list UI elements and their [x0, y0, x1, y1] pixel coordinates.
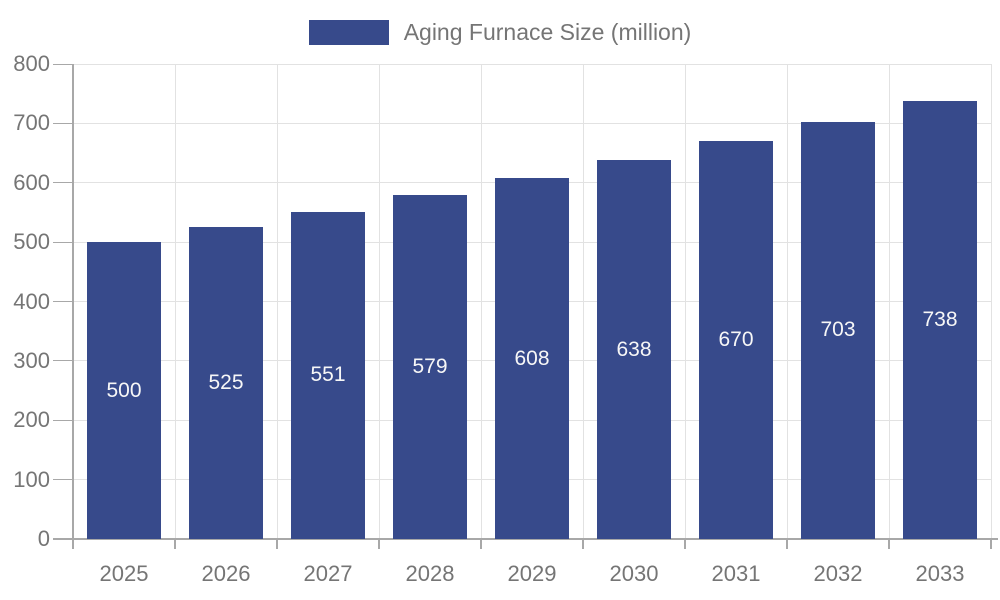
- bar-value-label: 551: [310, 363, 346, 387]
- x-gridline: [378, 64, 380, 539]
- x-gridline: [786, 64, 788, 539]
- x-axis-label: 2029: [507, 561, 557, 586]
- bar-value-label: 525: [208, 371, 244, 395]
- x-axis-label: 2025: [99, 561, 149, 586]
- y-axis-tick: [53, 63, 73, 65]
- bar-2033: [903, 100, 977, 539]
- x-axis-tick: [480, 539, 482, 549]
- bar-2030: [597, 160, 671, 539]
- x-axis-tick: [888, 539, 890, 549]
- y-axis-tick: [53, 182, 73, 184]
- x-gridline: [276, 64, 278, 539]
- x-axis-label: 2032: [813, 561, 863, 586]
- y-axis-tick: [53, 301, 73, 302]
- y-axis-label: 200: [13, 407, 50, 433]
- x-gridline: [480, 64, 482, 539]
- legend-label: Aging Furnace Size (million): [403, 19, 692, 45]
- x-axis-label: 2033: [915, 561, 965, 586]
- bar-2029: [495, 178, 569, 539]
- x-axis-label: 2031: [711, 561, 761, 586]
- bar-value-label: 738: [922, 307, 958, 331]
- y-axis-tick: [53, 241, 73, 243]
- x-axis-tick: [276, 539, 278, 549]
- x-axis-label: 2030: [609, 561, 659, 586]
- y-axis-label: 100: [13, 466, 50, 492]
- x-axis-tick: [786, 539, 788, 549]
- x-gridline: [684, 64, 686, 539]
- bar-2026: [189, 227, 263, 539]
- bar-2032: [801, 121, 875, 539]
- bar-value-label: 608: [514, 346, 550, 370]
- legend-swatch[interactable]: [308, 20, 389, 45]
- y-gridline: [73, 122, 991, 124]
- y-axis-tick: [53, 360, 73, 362]
- x-gridline: [990, 64, 992, 539]
- x-axis-tick: [378, 539, 380, 549]
- x-axis-tick: [990, 539, 992, 549]
- x-axis-label: 2026: [201, 561, 251, 586]
- bar-value-label: 703: [820, 318, 856, 342]
- y-axis-tick: [53, 479, 73, 481]
- y-axis-label: 400: [13, 288, 50, 314]
- x-axis-tick: [582, 539, 584, 549]
- y-axis-label: 0: [37, 526, 50, 551]
- y-axis-label: 600: [13, 169, 50, 195]
- bar-2028: [393, 195, 467, 539]
- x-axis-tick: [684, 539, 686, 549]
- y-axis-label: 500: [13, 229, 50, 255]
- legend[interactable]: Aging Furnace Size (million): [0, 19, 1000, 46]
- x-gridline: [888, 64, 890, 539]
- x-axis-tick: [174, 539, 176, 549]
- x-axis-label: 2027: [303, 561, 353, 586]
- bar-2025: [87, 242, 161, 539]
- bar-2027: [291, 211, 365, 539]
- y-axis-tick: [53, 122, 73, 124]
- bar-2031: [699, 141, 773, 539]
- bar-value-label: 638: [616, 337, 652, 361]
- y-axis-label: 700: [13, 110, 50, 136]
- x-axis-line: [53, 538, 998, 540]
- bar-value-label: 500: [106, 378, 142, 402]
- bar-value-label: 670: [718, 328, 754, 352]
- bar-value-label: 579: [412, 355, 448, 379]
- y-axis-label: 300: [13, 347, 50, 373]
- x-gridline: [174, 64, 176, 539]
- y-axis-tick: [53, 419, 73, 421]
- y-gridline: [73, 63, 991, 65]
- y-axis-line: [72, 64, 74, 549]
- x-axis-label: 2028: [405, 561, 455, 586]
- y-axis-label: 800: [13, 51, 50, 76]
- x-gridline: [582, 64, 584, 539]
